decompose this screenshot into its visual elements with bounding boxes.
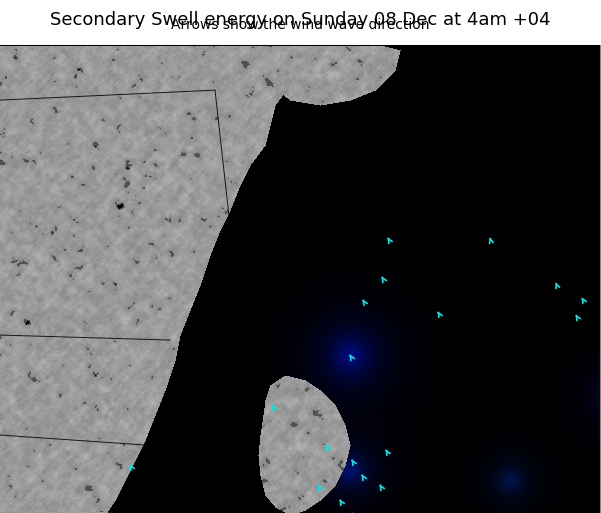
- Text: Arrows show the wind wave direction: Arrows show the wind wave direction: [171, 17, 430, 32]
- Text: Secondary Swell energy on Sunday 08 Dec at 4am +04: Secondary Swell energy on Sunday 08 Dec …: [50, 11, 551, 29]
